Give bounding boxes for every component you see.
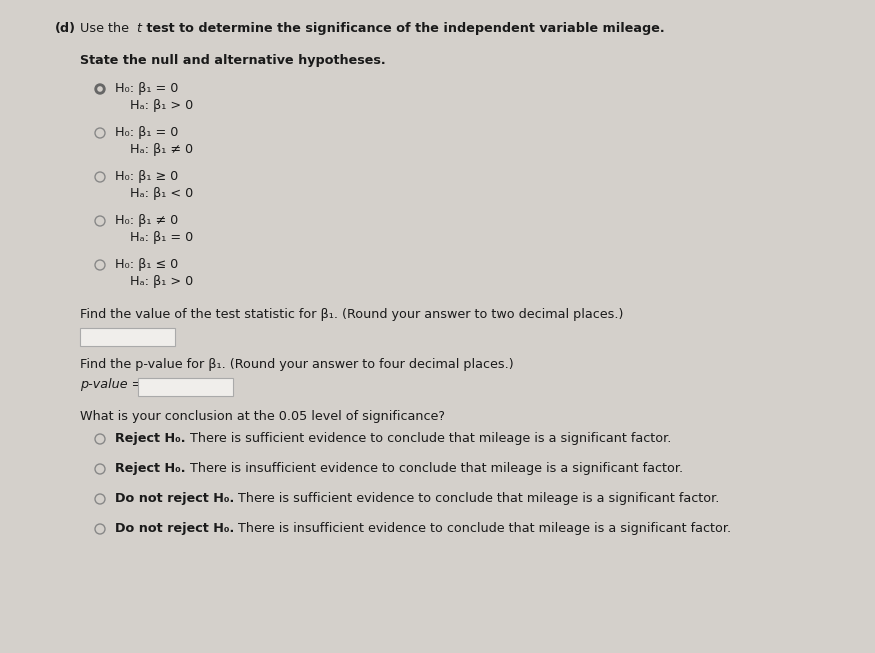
Text: There is insufficient evidence to conclude that mileage is a significant factor.: There is insufficient evidence to conclu… [186, 462, 682, 475]
Text: Find the value of the test statistic for β₁. (Round your answer to two decimal p: Find the value of the test statistic for… [80, 308, 623, 321]
Text: H₀: β₁ ≥ 0: H₀: β₁ ≥ 0 [115, 170, 178, 183]
Text: H₀: β₁ ≠ 0: H₀: β₁ ≠ 0 [115, 214, 178, 227]
Text: p-value =: p-value = [80, 378, 143, 391]
Text: Reject H₀.: Reject H₀. [115, 432, 186, 445]
Text: What is your conclusion at the 0.05 level of significance?: What is your conclusion at the 0.05 leve… [80, 410, 445, 423]
Text: Do not reject H₀.: Do not reject H₀. [115, 492, 234, 505]
Text: State the null and alternative hypotheses.: State the null and alternative hypothese… [80, 54, 386, 67]
Text: There is sufficient evidence to conclude that mileage is a significant factor.: There is sufficient evidence to conclude… [186, 432, 671, 445]
FancyBboxPatch shape [80, 328, 175, 346]
Text: test to determine the significance of the independent variable mileage.: test to determine the significance of th… [142, 22, 665, 35]
Text: Hₐ: β₁ > 0: Hₐ: β₁ > 0 [130, 99, 193, 112]
Text: Hₐ: β₁ = 0: Hₐ: β₁ = 0 [130, 231, 193, 244]
Circle shape [98, 87, 102, 91]
Text: H₀: β₁ = 0: H₀: β₁ = 0 [115, 126, 178, 139]
FancyBboxPatch shape [138, 378, 233, 396]
Text: There is sufficient evidence to conclude that mileage is a significant factor.: There is sufficient evidence to conclude… [234, 492, 719, 505]
Text: Hₐ: β₁ ≠ 0: Hₐ: β₁ ≠ 0 [130, 143, 193, 156]
Circle shape [95, 84, 105, 94]
Text: Do not reject H₀.: Do not reject H₀. [115, 522, 234, 535]
Text: Use the: Use the [80, 22, 133, 35]
Text: Reject H₀.: Reject H₀. [115, 462, 186, 475]
Text: H₀: β₁ = 0: H₀: β₁ = 0 [115, 82, 178, 95]
Text: There is insufficient evidence to conclude that mileage is a significant factor.: There is insufficient evidence to conclu… [234, 522, 732, 535]
Text: H₀: β₁ ≤ 0: H₀: β₁ ≤ 0 [115, 258, 178, 271]
Text: (d): (d) [55, 22, 76, 35]
Text: Hₐ: β₁ > 0: Hₐ: β₁ > 0 [130, 275, 193, 288]
Text: t: t [136, 22, 141, 35]
Text: Hₐ: β₁ < 0: Hₐ: β₁ < 0 [130, 187, 193, 200]
Text: Find the p-value for β₁. (Round your answer to four decimal places.): Find the p-value for β₁. (Round your ans… [80, 358, 514, 371]
